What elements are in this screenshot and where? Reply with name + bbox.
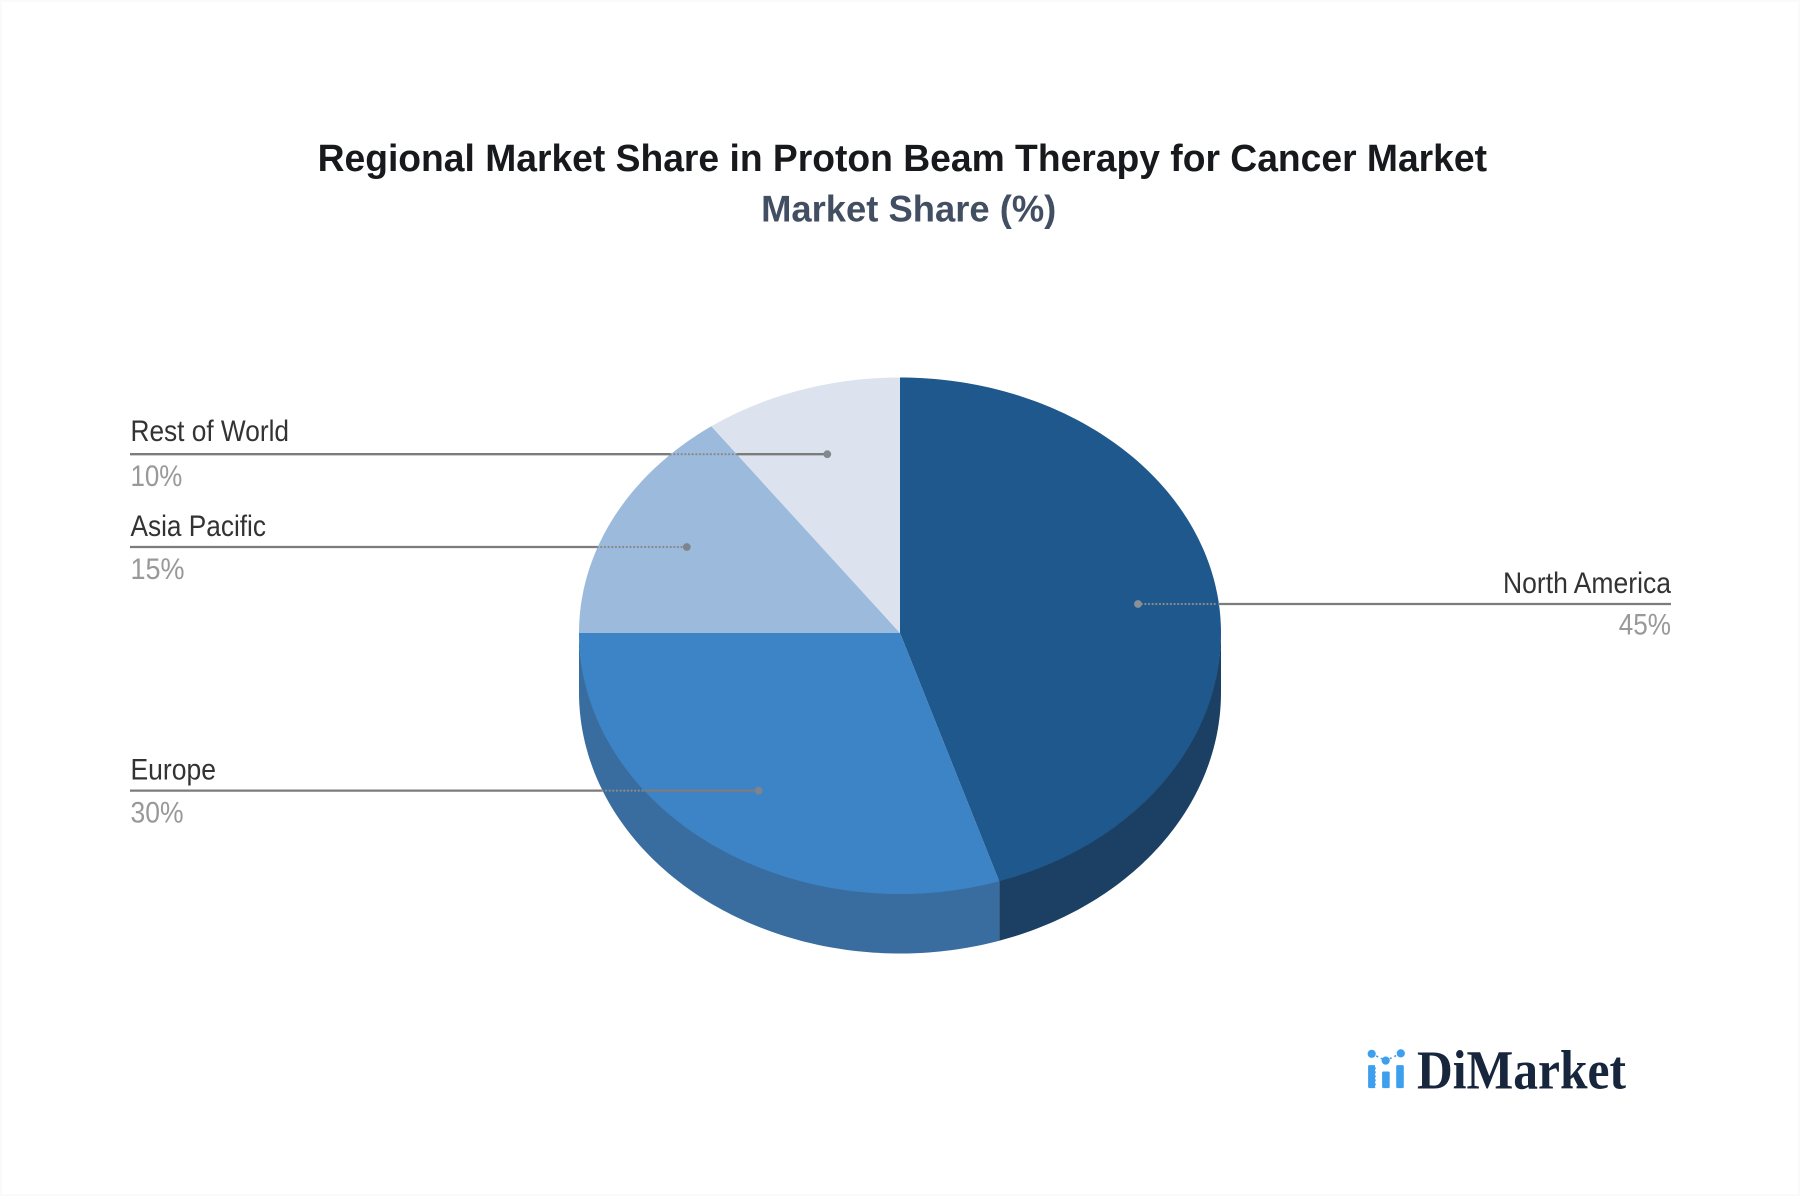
svg-text:Europe: Europe bbox=[131, 754, 217, 787]
svg-text:North America: North America bbox=[1503, 567, 1672, 600]
svg-text:30%: 30% bbox=[131, 796, 184, 829]
svg-text:Regional Market Share in Proto: Regional Market Share in Proton Beam The… bbox=[318, 137, 1488, 180]
svg-text:15%: 15% bbox=[131, 553, 185, 586]
svg-text:DiMarket: DiMarket bbox=[1417, 1039, 1627, 1100]
svg-text:10%: 10% bbox=[131, 460, 183, 493]
svg-text:45%: 45% bbox=[1619, 608, 1671, 641]
svg-text:Market Share (%): Market Share (%) bbox=[761, 189, 1056, 230]
svg-text:Rest of World: Rest of World bbox=[131, 415, 290, 448]
svg-text:Asia Pacific: Asia Pacific bbox=[131, 510, 267, 543]
